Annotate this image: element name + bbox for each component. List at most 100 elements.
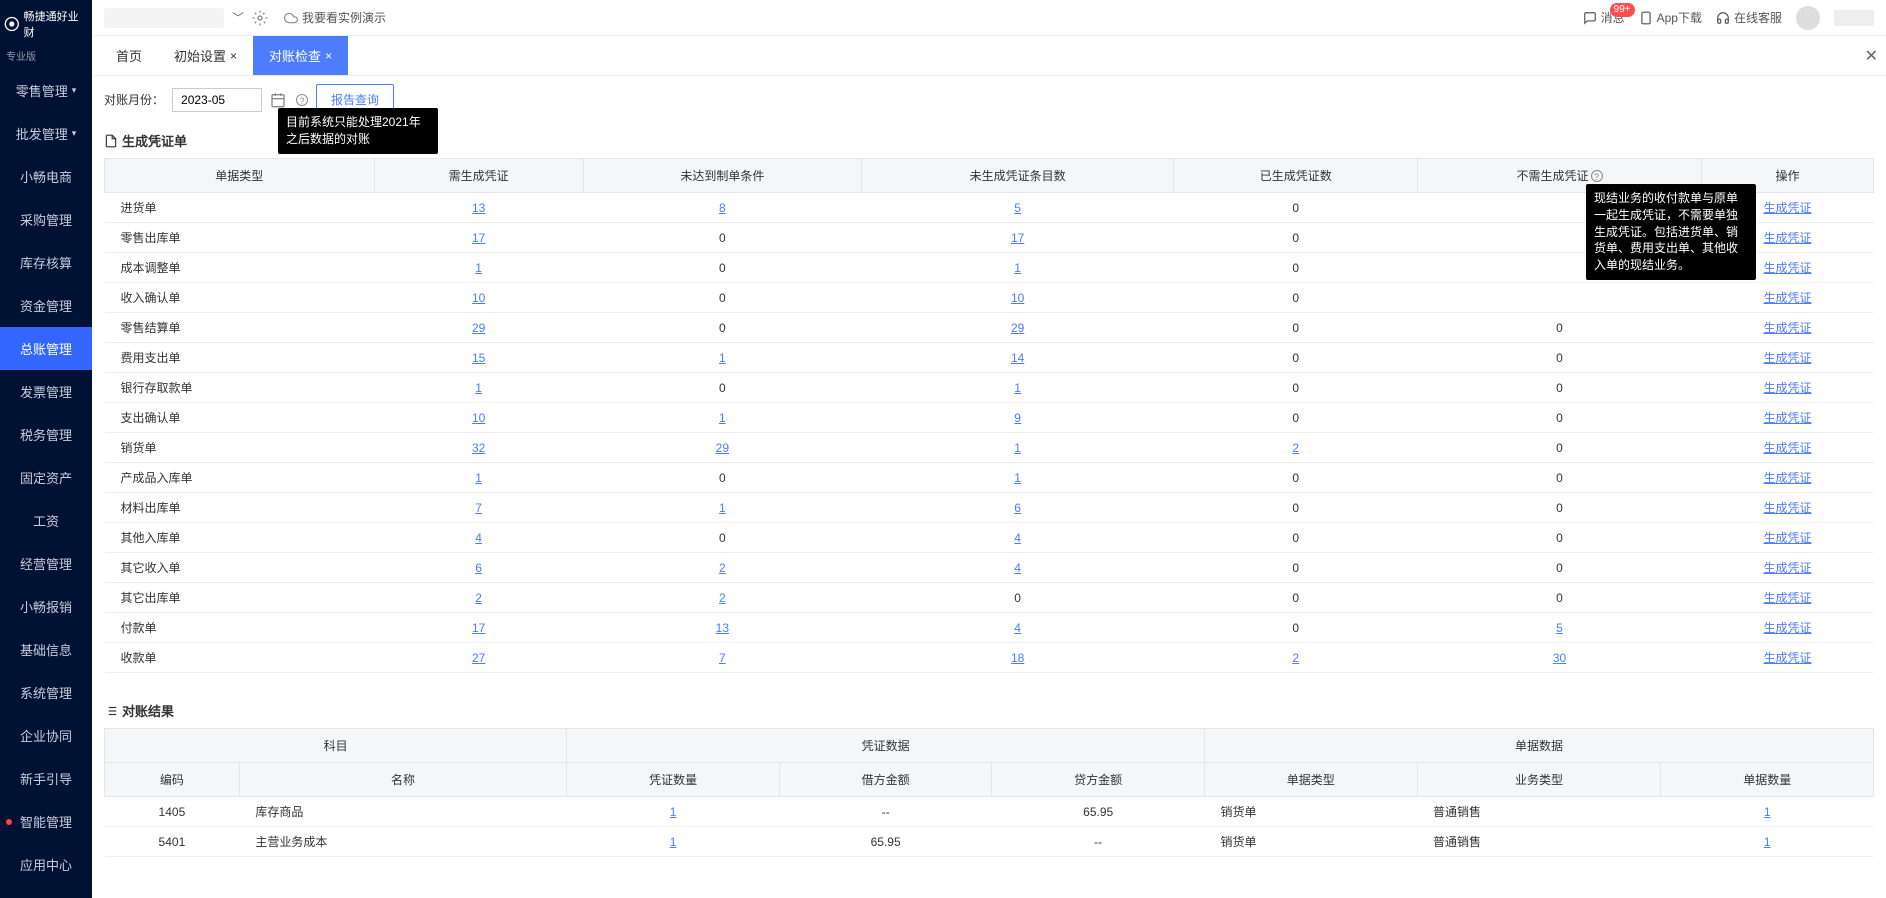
table-cell[interactable]: 1	[567, 827, 780, 857]
table-cell[interactable]: 14	[861, 343, 1174, 373]
table-cell[interactable]: 1	[583, 493, 861, 523]
table-cell[interactable]: 2	[583, 583, 861, 613]
cell-link[interactable]: 2	[1292, 441, 1299, 455]
table-cell[interactable]: 9	[861, 403, 1174, 433]
table-cell[interactable]: 1	[861, 373, 1174, 403]
table-cell[interactable]: 27	[374, 643, 583, 673]
cell-link[interactable]: 1	[719, 501, 726, 515]
tab[interactable]: 初始设置×	[158, 36, 253, 75]
messages-button[interactable]: 消息 99+	[1583, 9, 1625, 26]
cell-link[interactable]: 1	[1014, 381, 1021, 395]
cell-link[interactable]: 4	[1014, 621, 1021, 635]
cell-link[interactable]: 1	[475, 471, 482, 485]
close-icon[interactable]: ×	[325, 49, 332, 63]
cell-link[interactable]: 30	[1553, 651, 1566, 665]
cell-link[interactable]: 7	[719, 651, 726, 665]
sidebar-item[interactable]: 企业协同	[0, 714, 92, 757]
table-cell[interactable]: 4	[861, 523, 1174, 553]
cell-link[interactable]: 6	[1014, 501, 1021, 515]
month-input[interactable]	[172, 88, 262, 112]
cell-link[interactable]: 17	[1011, 231, 1024, 245]
table-cell[interactable]: 1	[861, 253, 1174, 283]
cell-link[interactable]: 1	[670, 835, 677, 849]
cell-link[interactable]: 29	[1011, 321, 1024, 335]
table-cell[interactable]: 1	[861, 463, 1174, 493]
org-selector[interactable]: ﹀	[104, 8, 268, 28]
generate-voucher-link[interactable]: 生成凭证	[1763, 201, 1811, 215]
table-cell[interactable]: 5	[861, 193, 1174, 223]
cell-link[interactable]: 1	[1014, 471, 1021, 485]
table-cell[interactable]: 1	[567, 797, 780, 827]
table-cell[interactable]: 4	[861, 613, 1174, 643]
cell-link[interactable]: 10	[1011, 291, 1024, 305]
sidebar-item[interactable]: 库存核算	[0, 241, 92, 284]
generate-voucher-link[interactable]: 生成凭证	[1763, 591, 1811, 605]
generate-voucher-link[interactable]: 生成凭证	[1763, 291, 1811, 305]
cell-link[interactable]: 15	[472, 351, 485, 365]
tab[interactable]: 首页	[100, 36, 158, 75]
generate-voucher-link[interactable]: 生成凭证	[1763, 621, 1811, 635]
table-cell[interactable]: 2	[1174, 433, 1418, 463]
cell-link[interactable]: 6	[475, 561, 482, 575]
cell-link[interactable]: 2	[719, 561, 726, 575]
sidebar-item[interactable]: 应用中心	[0, 843, 92, 886]
sidebar-item[interactable]: 批发管理▾	[0, 112, 92, 155]
table-cell[interactable]: 17	[374, 223, 583, 253]
table-cell[interactable]: 1	[1661, 827, 1874, 857]
table-cell[interactable]: 2	[583, 553, 861, 583]
table-cell[interactable]: 29	[374, 313, 583, 343]
sidebar-item[interactable]: 经营管理	[0, 542, 92, 585]
cell-link[interactable]: 2	[719, 591, 726, 605]
sidebar-item[interactable]: 智能管理	[0, 800, 92, 843]
cell-link[interactable]: 4	[1014, 561, 1021, 575]
table-cell[interactable]: 13	[374, 193, 583, 223]
sidebar-item[interactable]: 小畅电商	[0, 155, 92, 198]
sidebar-item[interactable]: 总账管理	[0, 327, 92, 370]
generate-voucher-link[interactable]: 生成凭证	[1763, 321, 1811, 335]
cell-link[interactable]: 9	[1014, 411, 1021, 425]
cell-link[interactable]: 13	[472, 201, 485, 215]
table-cell[interactable]: 7	[374, 493, 583, 523]
cell-link[interactable]: 5	[1014, 201, 1021, 215]
cell-link[interactable]: 17	[472, 231, 485, 245]
cell-link[interactable]: 1	[1764, 805, 1771, 819]
cell-link[interactable]: 10	[472, 291, 485, 305]
cell-link[interactable]: 32	[472, 441, 485, 455]
tab[interactable]: 对账检查×	[253, 36, 348, 75]
close-icon[interactable]: ×	[230, 49, 237, 63]
generate-voucher-link[interactable]: 生成凭证	[1763, 261, 1811, 275]
table-cell[interactable]: 6	[374, 553, 583, 583]
cell-link[interactable]: 2	[475, 591, 482, 605]
help-icon[interactable]: ?	[1591, 170, 1603, 182]
generate-voucher-link[interactable]: 生成凭证	[1763, 531, 1811, 545]
cell-link[interactable]: 1	[719, 351, 726, 365]
demo-link[interactable]: 我要看实例演示	[284, 9, 386, 26]
cell-link[interactable]: 1	[475, 261, 482, 275]
table-cell[interactable]: 13	[583, 613, 861, 643]
generate-voucher-link[interactable]: 生成凭证	[1763, 231, 1811, 245]
cell-link[interactable]: 4	[475, 531, 482, 545]
table-cell[interactable]: 18	[861, 643, 1174, 673]
sidebar-item[interactable]: 税务管理	[0, 413, 92, 456]
cell-link[interactable]: 1	[670, 805, 677, 819]
generate-voucher-link[interactable]: 生成凭证	[1763, 561, 1811, 575]
close-all-tabs-icon[interactable]: ✕	[1865, 46, 1878, 66]
generate-voucher-link[interactable]: 生成凭证	[1763, 441, 1811, 455]
cell-link[interactable]: 13	[716, 621, 729, 635]
cell-link[interactable]: 29	[716, 441, 729, 455]
table-cell[interactable]: 1	[861, 433, 1174, 463]
table-cell[interactable]: 1	[374, 463, 583, 493]
cell-link[interactable]: 1	[1014, 261, 1021, 275]
cell-link[interactable]: 18	[1011, 651, 1024, 665]
gear-icon[interactable]	[252, 10, 268, 26]
sidebar-item[interactable]: 小畅报销	[0, 585, 92, 628]
table-cell[interactable]: 6	[861, 493, 1174, 523]
table-cell[interactable]: 5	[1418, 613, 1702, 643]
table-cell[interactable]: 17	[861, 223, 1174, 253]
generate-voucher-link[interactable]: 生成凭证	[1763, 411, 1811, 425]
cell-link[interactable]: 4	[1014, 531, 1021, 545]
table-cell[interactable]: 4	[861, 553, 1174, 583]
cell-link[interactable]: 2	[1292, 651, 1299, 665]
sidebar-item[interactable]: 基础信息	[0, 628, 92, 671]
table-cell[interactable]: 1	[583, 343, 861, 373]
